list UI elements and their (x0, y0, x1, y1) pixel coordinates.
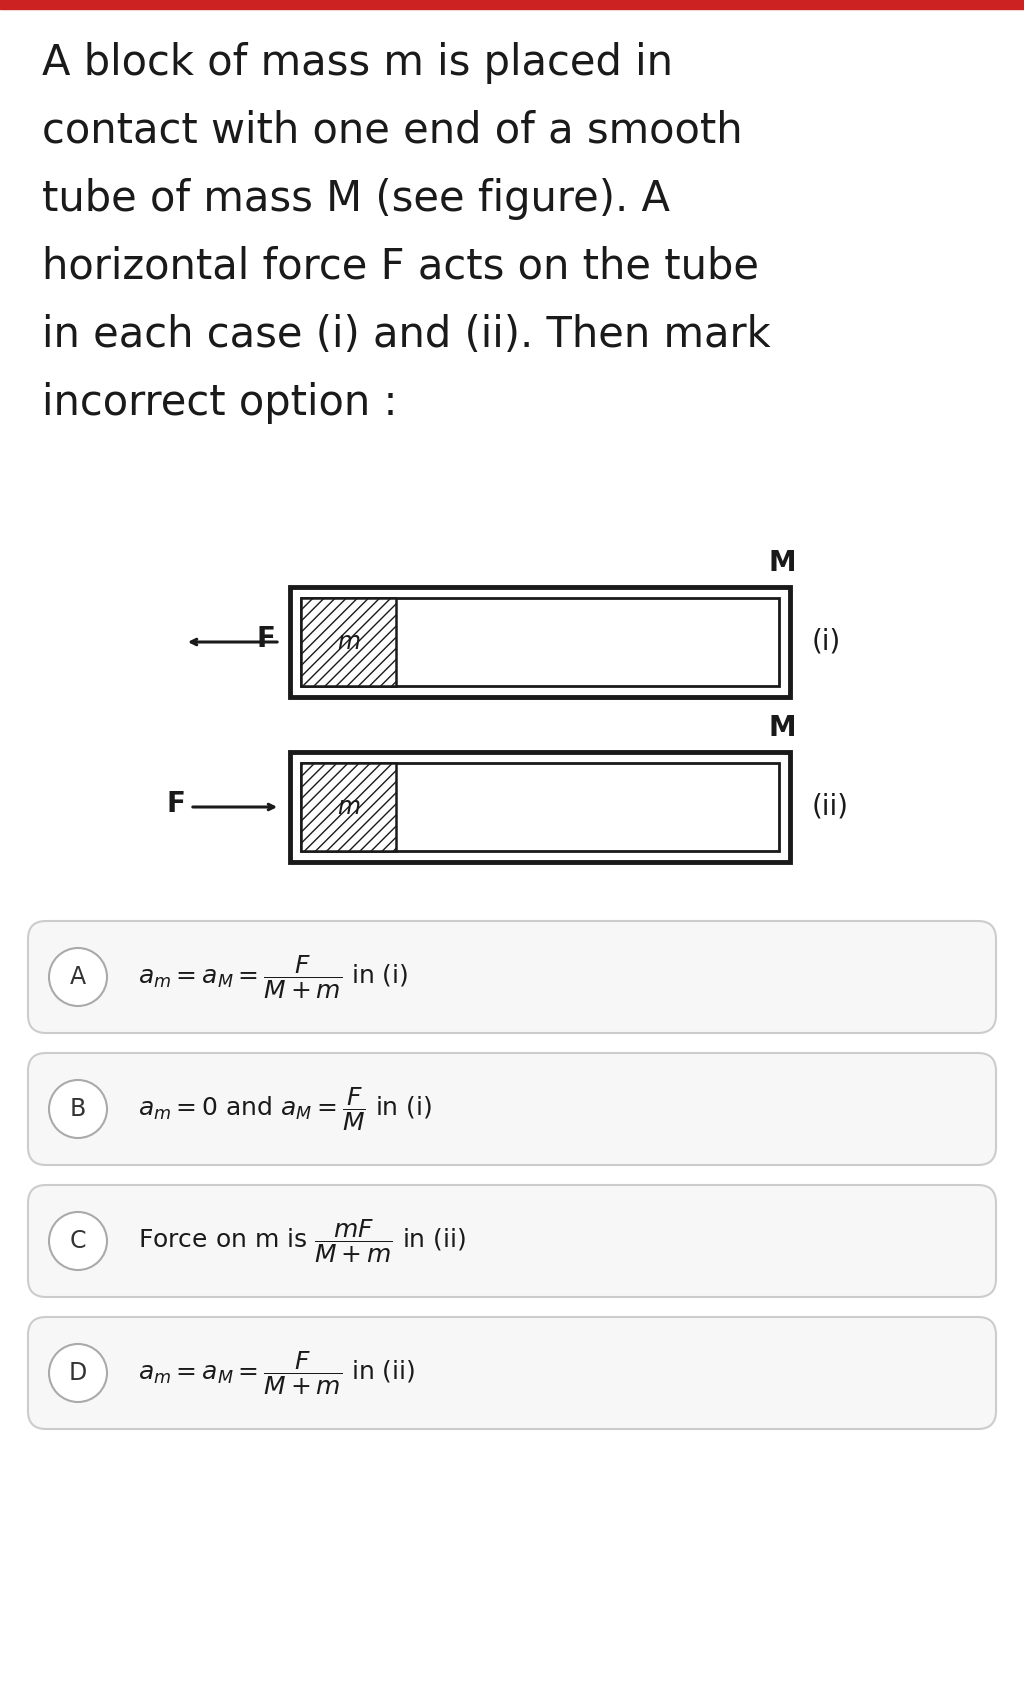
Bar (0, 0, 1024, 8)
Text: A block of mass m is placed in: A block of mass m is placed in (42, 42, 673, 83)
Text: (ii): (ii) (812, 792, 849, 821)
Bar (301, 764, 396, 850)
Text: F: F (256, 624, 275, 653)
Circle shape (49, 1212, 106, 1269)
Circle shape (49, 949, 106, 1006)
Bar (301, 597, 779, 686)
Circle shape (49, 1079, 106, 1139)
Text: contact with one end of a smooth: contact with one end of a smooth (42, 110, 742, 153)
Bar (301, 597, 396, 686)
Text: M: M (768, 714, 796, 742)
Text: incorrect option :: incorrect option : (42, 382, 397, 424)
Text: horizontal force F acts on the tube: horizontal force F acts on the tube (42, 246, 759, 288)
Text: in each case (i) and (ii). Then mark: in each case (i) and (ii). Then mark (42, 314, 771, 356)
Text: $a_m = 0$ and $a_M = \dfrac{F}{M}$ in (i): $a_m = 0$ and $a_M = \dfrac{F}{M}$ in (i… (138, 1084, 432, 1134)
Text: C: C (70, 1229, 86, 1252)
Text: F: F (166, 791, 185, 818)
Bar (290, 752, 790, 862)
Text: tube of mass M (see figure). A: tube of mass M (see figure). A (42, 178, 670, 221)
Text: m: m (337, 630, 360, 653)
Text: m: m (337, 794, 360, 820)
Text: M: M (768, 550, 796, 577)
Text: $a_m = a_M = \dfrac{F}{M+m}$ in (ii): $a_m = a_M = \dfrac{F}{M+m}$ in (ii) (138, 1349, 416, 1397)
FancyBboxPatch shape (28, 921, 996, 1033)
Text: Force on m is $\dfrac{mF}{M+m}$ in (ii): Force on m is $\dfrac{mF}{M+m}$ in (ii) (138, 1217, 466, 1264)
Text: A: A (70, 966, 86, 989)
Text: $a_m = a_M = \dfrac{F}{M+m}$ in (i): $a_m = a_M = \dfrac{F}{M+m}$ in (i) (138, 954, 409, 1001)
Text: (i): (i) (812, 628, 842, 657)
Text: B: B (70, 1096, 86, 1122)
FancyBboxPatch shape (28, 1054, 996, 1166)
FancyBboxPatch shape (28, 1317, 996, 1429)
FancyBboxPatch shape (28, 1185, 996, 1297)
Bar (290, 587, 790, 697)
Bar (301, 764, 779, 850)
Text: D: D (69, 1361, 87, 1385)
Circle shape (49, 1344, 106, 1402)
